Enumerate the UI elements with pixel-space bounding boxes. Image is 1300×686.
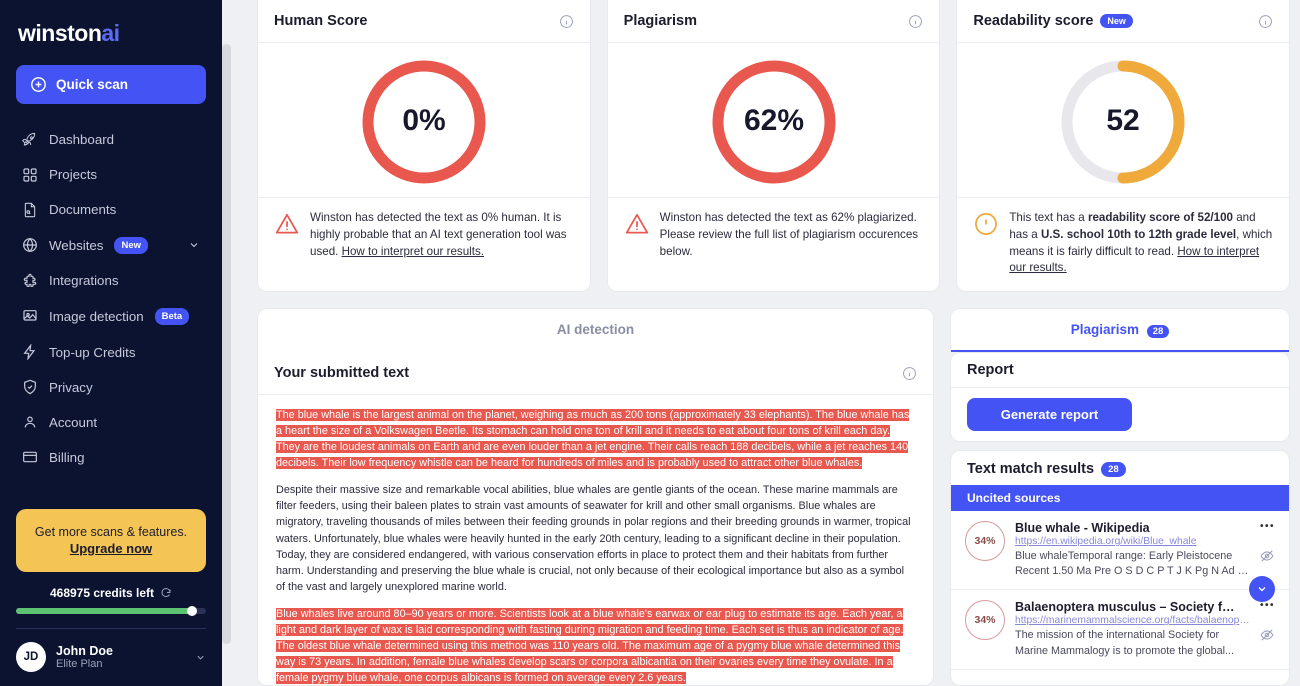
svg-text:52: 52 (1106, 104, 1139, 137)
svg-text:0%: 0% (402, 104, 445, 137)
svg-text:62%: 62% (743, 104, 803, 137)
